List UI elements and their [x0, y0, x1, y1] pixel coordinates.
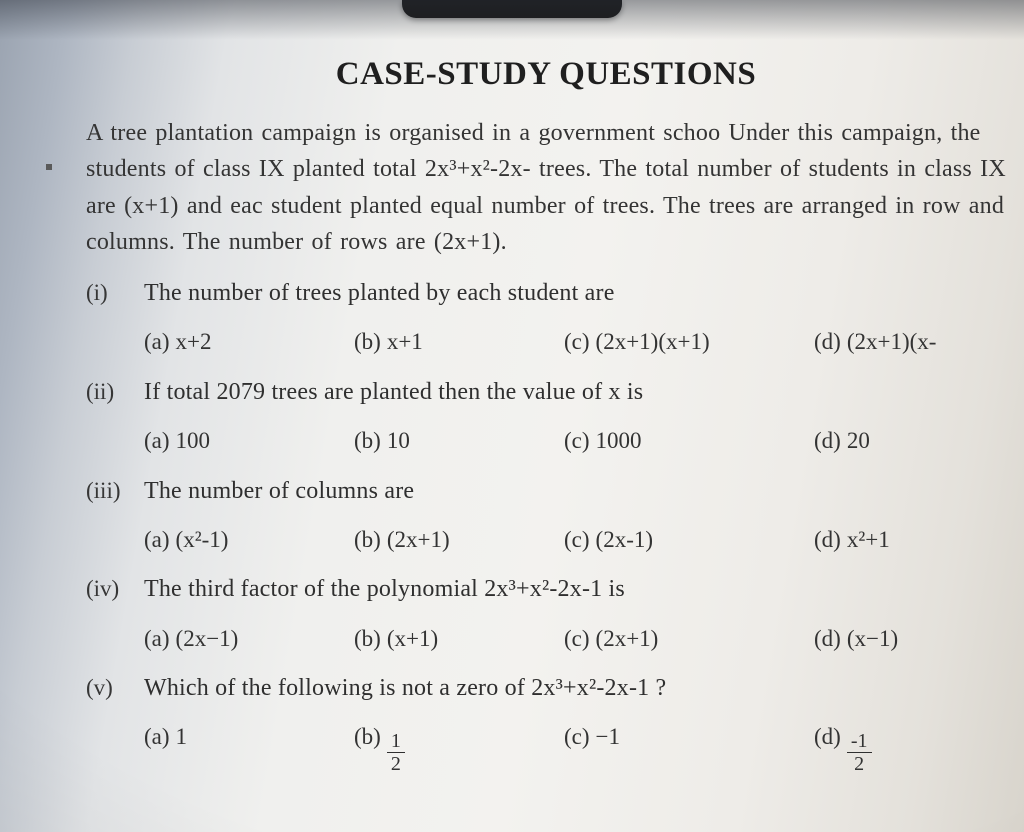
question-item: (v) Which of the following is not a zero… [86, 670, 1006, 771]
question-list: (i) The number of trees planted by each … [86, 275, 1006, 772]
option-b[interactable]: (b)(x+1) [354, 621, 564, 657]
option-b[interactable]: (b)x+1 [354, 324, 564, 360]
question-stem: The third factor of the polynomial 2x³+x… [144, 571, 1006, 608]
question-stem: The number of trees planted by each stud… [144, 275, 1006, 312]
option-row: (a)(2x−1) (b)(x+1) (c)(2x+1) (d)(x−1) [86, 621, 1006, 657]
page-title: CASE-STUDY QUESTIONS [86, 56, 1006, 93]
margin-bullet [46, 164, 52, 170]
option-d[interactable]: (d)x²+1 [814, 522, 1006, 558]
question-number: (iii) [86, 473, 144, 509]
option-a[interactable]: (a)(x²-1) [144, 522, 354, 558]
question-item: (iv) The third factor of the polynomial … [86, 571, 1006, 656]
question-stem: Which of the following is not a zero of … [144, 670, 1006, 707]
option-d[interactable]: (d) -1 2 [814, 719, 1006, 771]
option-b[interactable]: (b)(2x+1) [354, 522, 564, 558]
option-row: (a)(x²-1) (b)(2x+1) (c)(2x-1) (d)x²+1 [86, 522, 1006, 558]
option-d[interactable]: (d)(2x+1)(x- [814, 324, 1006, 360]
device-notch [402, 0, 622, 18]
option-a[interactable]: (a)1 [144, 719, 354, 771]
option-d[interactable]: (d)(x−1) [814, 621, 1006, 657]
option-a[interactable]: (a)x+2 [144, 324, 354, 360]
question-number: (iv) [86, 571, 144, 607]
option-a[interactable]: (a)(2x−1) [144, 621, 354, 657]
option-a[interactable]: (a)100 [144, 423, 354, 459]
question-number: (v) [86, 670, 144, 706]
question-stem: The number of columns are [144, 473, 1006, 510]
question-item: (i) The number of trees planted by each … [86, 275, 1006, 360]
option-c[interactable]: (c)1000 [564, 423, 814, 459]
question-stem: If total 2079 trees are planted then the… [144, 374, 1006, 411]
option-row: (a)100 (b)10 (c)1000 (d)20 [86, 423, 1006, 459]
fraction: -1 2 [847, 731, 872, 774]
option-b[interactable]: (b) 1 2 [354, 719, 564, 771]
question-item: (iii) The number of columns are (a)(x²-1… [86, 473, 1006, 558]
case-study-passage: A tree plantation campaign is organised … [86, 115, 1006, 261]
fraction: 1 2 [387, 731, 405, 774]
option-c[interactable]: (c)(2x-1) [564, 522, 814, 558]
option-row: (a)1 (b) 1 2 (c)−1 (d) -1 2 [86, 719, 1006, 771]
option-c[interactable]: (c)(2x+1) [564, 621, 814, 657]
option-row: (a)x+2 (b)x+1 (c)(2x+1)(x+1) (d)(2x+1)(x… [86, 324, 1006, 360]
question-item: (ii) If total 2079 trees are planted the… [86, 374, 1006, 459]
option-d[interactable]: (d)20 [814, 423, 1006, 459]
page-content: CASE-STUDY QUESTIONS A tree plantation c… [0, 18, 1024, 832]
option-c[interactable]: (c)(2x+1)(x+1) [564, 324, 814, 360]
option-b[interactable]: (b)10 [354, 423, 564, 459]
question-number: (i) [86, 275, 144, 311]
option-c[interactable]: (c)−1 [564, 719, 814, 771]
question-number: (ii) [86, 374, 144, 410]
